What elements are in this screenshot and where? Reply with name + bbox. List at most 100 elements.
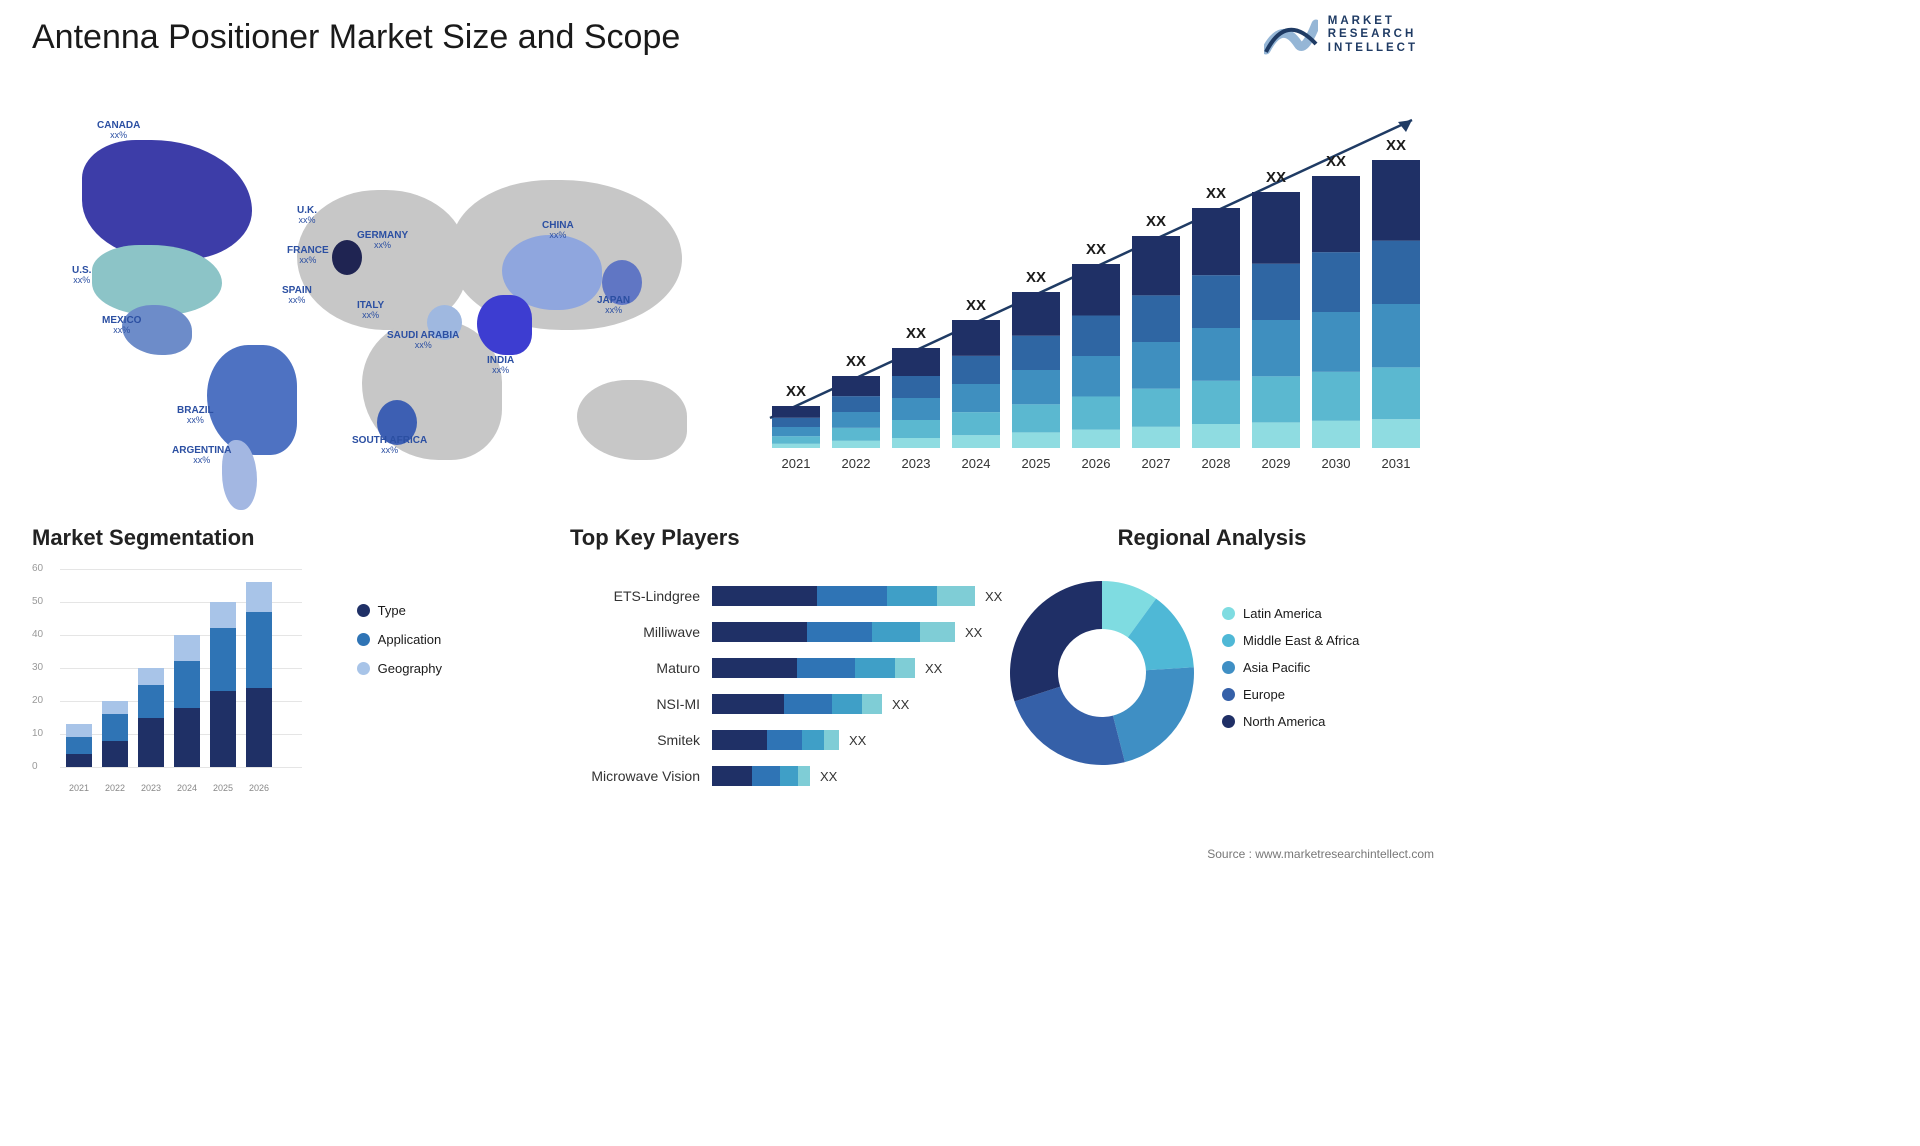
players-section: Top Key Players ETS-LindgreeXXMilliwaveX… xyxy=(570,525,1010,805)
regional-legend-item: North America xyxy=(1222,714,1359,729)
page-title: Antenna Positioner Market Size and Scope xyxy=(32,18,680,57)
forecast-bar-seg xyxy=(1372,419,1420,448)
forecast-bar-seg xyxy=(1372,367,1420,419)
seg-ytick: 40 xyxy=(32,629,43,640)
seg-legend-item: Application xyxy=(357,632,442,647)
player-bar-seg xyxy=(767,730,802,750)
map-label: CANADAxx% xyxy=(97,120,140,141)
player-bar-seg xyxy=(895,658,915,678)
forecast-bar-seg xyxy=(1012,432,1060,448)
source-text: www.marketresearchintellect.com xyxy=(1255,847,1434,861)
forecast-bar-seg xyxy=(892,398,940,420)
forecast-bar-value: XX xyxy=(1326,153,1346,170)
forecast-bar-seg xyxy=(1312,372,1360,421)
seg-legend-item: Type xyxy=(357,603,442,618)
forecast-year-label: 2023 xyxy=(902,456,931,471)
seg-bar-part xyxy=(102,701,128,714)
forecast-bar-seg xyxy=(772,406,820,418)
seg-bar-part xyxy=(66,754,92,767)
map-landmass xyxy=(207,345,297,455)
forecast-bar-seg xyxy=(1252,376,1300,422)
player-bar-seg xyxy=(832,694,862,714)
forecast-bar-seg xyxy=(952,356,1000,384)
seg-ytick: 30 xyxy=(32,662,43,673)
seg-xlabel: 2026 xyxy=(243,783,275,793)
seg-bar xyxy=(210,602,236,767)
seg-gridline xyxy=(60,767,302,768)
seg-ytick: 0 xyxy=(32,761,38,772)
forecast-bar-value: XX xyxy=(1266,169,1286,186)
seg-bar xyxy=(138,668,164,767)
player-bar-seg xyxy=(807,622,872,642)
forecast-bar-seg xyxy=(1012,336,1060,370)
player-bar-seg xyxy=(887,586,937,606)
map-label: SPAINxx% xyxy=(282,285,312,306)
forecast-bar-value: XX xyxy=(1026,269,1046,286)
map-label: ITALYxx% xyxy=(357,300,384,321)
map-label: SOUTH AFRICAxx% xyxy=(352,435,427,456)
player-name: ETS-Lindgree xyxy=(614,588,701,604)
forecast-bar-value: XX xyxy=(1206,185,1226,202)
forecast-bar-seg xyxy=(1132,342,1180,389)
forecast-bar-seg xyxy=(1192,424,1240,448)
player-name: Milliwave xyxy=(643,624,700,640)
forecast-bar-seg xyxy=(1252,192,1300,264)
player-value: XX xyxy=(892,697,910,712)
forecast-bar-seg xyxy=(1252,422,1300,448)
player-value: XX xyxy=(965,625,983,640)
seg-bar-part xyxy=(174,635,200,661)
forecast-bar-seg xyxy=(892,438,940,448)
player-bar-seg xyxy=(712,622,807,642)
map-label: GERMANYxx% xyxy=(357,230,408,251)
map-label: SAUDI ARABIAxx% xyxy=(387,330,459,351)
brand-logo: MARKET RESEARCH INTELLECT xyxy=(1264,14,1418,56)
player-bar-seg xyxy=(855,658,895,678)
forecast-bar-seg xyxy=(952,384,1000,412)
brand-line2: RESEARCH xyxy=(1328,28,1418,41)
seg-ytick: 10 xyxy=(32,728,43,739)
forecast-year-label: 2021 xyxy=(782,456,811,471)
regional-donut xyxy=(1002,563,1202,783)
regional-legend-item: Asia Pacific xyxy=(1222,660,1359,675)
players-chart: ETS-LindgreeXXMilliwaveXXMaturoXXNSI-MIX… xyxy=(570,563,1010,793)
player-bar-seg xyxy=(937,586,975,606)
regional-legend-item: Europe xyxy=(1222,687,1359,702)
player-bar-seg xyxy=(817,586,887,606)
world-map: CANADAxx%U.S.xx%MEXICOxx%BRAZILxx%ARGENT… xyxy=(32,90,712,510)
forecast-bar-seg xyxy=(1252,320,1300,376)
forecast-year-label: 2025 xyxy=(1022,456,1051,471)
forecast-year-label: 2027 xyxy=(1142,456,1171,471)
player-bar-seg xyxy=(712,694,784,714)
seg-bar-part xyxy=(66,724,92,737)
seg-bar-part xyxy=(246,688,272,767)
forecast-bar-seg xyxy=(1132,389,1180,427)
player-value: XX xyxy=(820,769,838,784)
forecast-bar-seg xyxy=(832,396,880,412)
forecast-bar-seg xyxy=(832,376,880,396)
forecast-bar-seg xyxy=(952,320,1000,356)
seg-xlabel: 2021 xyxy=(63,783,95,793)
map-label: FRANCExx% xyxy=(287,245,329,266)
map-label: INDIAxx% xyxy=(487,355,514,376)
forecast-bar-seg xyxy=(1252,264,1300,320)
map-label: MEXICOxx% xyxy=(102,315,141,336)
seg-bar-part xyxy=(174,708,200,767)
player-value: XX xyxy=(985,589,1003,604)
forecast-bar-seg xyxy=(1132,295,1180,342)
forecast-bar-seg xyxy=(772,436,820,444)
map-landmass xyxy=(477,295,532,355)
forecast-bar-seg xyxy=(892,420,940,438)
segmentation-chart: 0102030405060202120222023202420252026Typ… xyxy=(32,563,442,793)
forecast-year-label: 2022 xyxy=(842,456,871,471)
player-bar-seg xyxy=(798,766,810,786)
regional-title: Regional Analysis xyxy=(1002,525,1422,551)
player-bar-seg xyxy=(780,766,798,786)
player-bar-seg xyxy=(712,658,797,678)
forecast-bar-seg xyxy=(1132,427,1180,448)
seg-bar-part xyxy=(210,691,236,767)
map-label: U.S.xx% xyxy=(72,265,91,286)
donut-slice xyxy=(1010,581,1102,701)
forecast-bar-seg xyxy=(1192,328,1240,381)
forecast-bar-seg xyxy=(772,427,820,436)
seg-legend-item: Geography xyxy=(357,661,442,676)
